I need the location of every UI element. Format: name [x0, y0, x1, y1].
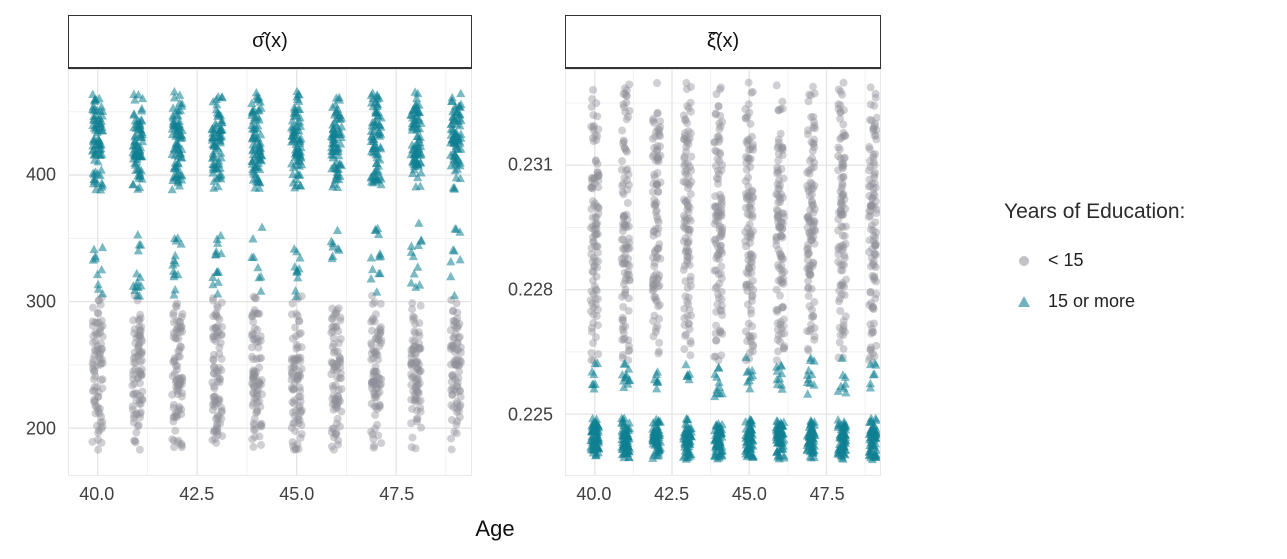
x-tick-label: 47.5: [809, 484, 845, 504]
series-ge15-points: [88, 218, 465, 301]
facet-title-xi: ξ̂(x): [706, 30, 740, 52]
y-tick-label: 0.231: [507, 154, 553, 175]
y-tick-label: 200: [25, 418, 56, 439]
series-ge15-points: [587, 352, 880, 401]
x-tick-label: 40.0: [576, 484, 612, 504]
series-lt15-points: [586, 78, 880, 365]
series-lt15-points: [88, 291, 465, 454]
y-tick-label: 400: [25, 164, 56, 185]
y-tick-label: 0.228: [507, 279, 553, 300]
sigma-plot-panel: [68, 69, 472, 476]
legend-item-label: 15 or more: [1048, 291, 1136, 311]
y-tick-label: 300: [25, 291, 56, 312]
x-tick-label: 47.5: [379, 484, 415, 504]
series-ge15-points: [586, 413, 880, 464]
facet-title-sigma: σ̂(x): [252, 30, 288, 52]
legend-item-lt15: < 15: [1004, 250, 1185, 271]
series-ge15-points: [87, 86, 466, 194]
x-tick-label: 42.5: [179, 484, 215, 504]
facet-sigma-panel: σ̂(x) 200 300 400 40.0 42.5 45.0 47.5: [26, 15, 472, 515]
y-tick-label: 0.225: [507, 404, 553, 425]
x-tick-label: 42.5: [654, 484, 690, 504]
xi-plot-panel: [565, 69, 881, 476]
x-tick-label: 40.0: [79, 484, 115, 504]
x-tick-label: 45.0: [279, 484, 315, 504]
circle-legend-icon: [1019, 255, 1029, 266]
legend-title: Years of Education:: [1004, 200, 1186, 223]
sigma-plot-svg: [69, 70, 471, 475]
triangle-legend-icon: [1018, 295, 1030, 307]
legend-item-label: < 15: [1048, 250, 1084, 270]
facet-strip-sigma: σ̂(x): [68, 15, 472, 69]
facet-xi-panel: ξ̂(x) 0.225 0.228 0.231 40.0 42.5 45.0 47.5: [508, 15, 881, 515]
x-axis-label: Age: [475, 516, 515, 541]
xi-plot-svg: [566, 70, 880, 475]
legend-item-ge15: 15 or more: [1004, 291, 1185, 312]
facet-strip-xi: ξ̂(x): [565, 15, 881, 69]
x-tick-label: 45.0: [731, 484, 767, 504]
legend: Years of Education: < 15 15 or more: [1004, 200, 1185, 332]
